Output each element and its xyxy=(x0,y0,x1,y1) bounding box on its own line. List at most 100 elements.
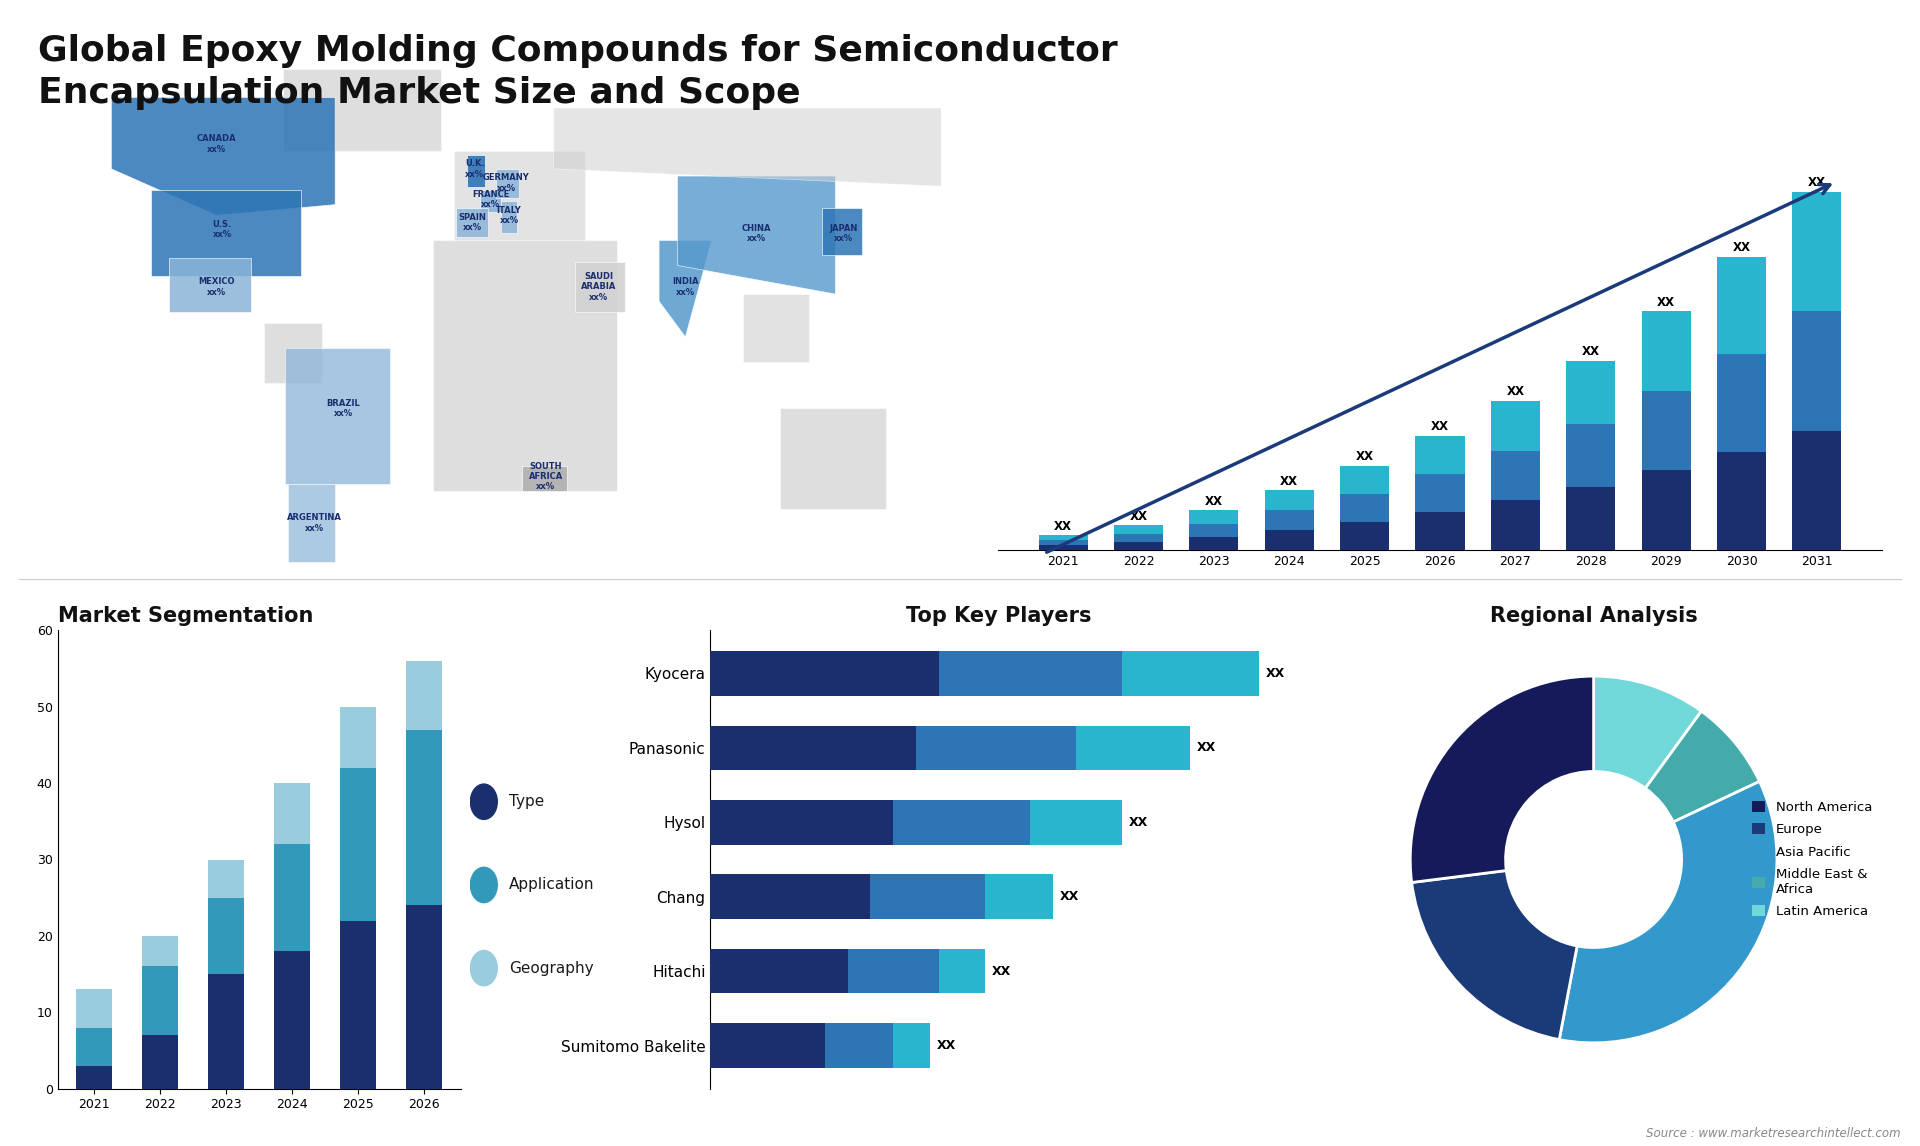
Bar xyxy=(340,920,376,1089)
Text: XX: XX xyxy=(1809,176,1826,189)
Text: XX: XX xyxy=(1206,495,1223,508)
Bar xyxy=(1642,391,1692,471)
Bar xyxy=(870,874,985,919)
Polygon shape xyxy=(432,241,616,490)
Text: BRAZIL
xx%: BRAZIL xx% xyxy=(326,399,359,418)
Polygon shape xyxy=(169,258,252,312)
Bar xyxy=(77,1028,111,1066)
Text: XX: XX xyxy=(1657,296,1674,308)
Bar xyxy=(710,725,916,770)
Bar xyxy=(893,800,1031,845)
Wedge shape xyxy=(1594,676,1701,788)
Bar xyxy=(1567,487,1615,550)
Text: INDIA
xx%: INDIA xx% xyxy=(672,277,699,297)
Wedge shape xyxy=(1559,782,1776,1043)
Bar xyxy=(1265,490,1313,510)
Polygon shape xyxy=(822,209,862,254)
Polygon shape xyxy=(286,347,390,484)
Text: MEXICO
xx%: MEXICO xx% xyxy=(198,277,234,297)
Text: XX: XX xyxy=(1507,385,1524,398)
Text: Market Segmentation: Market Segmentation xyxy=(58,606,313,626)
Bar xyxy=(1188,510,1238,524)
Text: XX: XX xyxy=(937,1039,956,1052)
Text: ITALY
xx%: ITALY xx% xyxy=(497,205,522,225)
Text: XX: XX xyxy=(1129,510,1148,523)
Polygon shape xyxy=(522,465,566,490)
Bar xyxy=(1265,531,1313,550)
Bar xyxy=(893,1023,929,1068)
Bar xyxy=(939,651,1121,696)
Text: XX: XX xyxy=(1281,474,1298,488)
Bar xyxy=(340,768,376,920)
Circle shape xyxy=(470,784,497,819)
Polygon shape xyxy=(288,484,336,563)
Bar xyxy=(77,1066,111,1089)
Bar xyxy=(407,661,442,730)
Text: XX: XX xyxy=(1356,450,1373,463)
Circle shape xyxy=(1528,793,1659,926)
Text: U.K.
xx%: U.K. xx% xyxy=(465,159,484,179)
Bar xyxy=(77,989,111,1028)
Bar xyxy=(710,874,870,919)
Bar xyxy=(1114,542,1164,550)
Bar xyxy=(916,725,1075,770)
Title: Regional Analysis: Regional Analysis xyxy=(1490,606,1697,626)
Text: XX: XX xyxy=(1265,667,1284,680)
Text: JAPAN
xx%: JAPAN xx% xyxy=(829,223,858,243)
Text: SPAIN
xx%: SPAIN xx% xyxy=(459,213,486,233)
Bar xyxy=(275,783,311,845)
Polygon shape xyxy=(743,295,808,362)
Bar xyxy=(207,860,244,897)
Bar xyxy=(1415,473,1465,512)
Polygon shape xyxy=(574,262,624,312)
Wedge shape xyxy=(1645,712,1759,822)
Text: XX: XX xyxy=(991,965,1010,978)
Bar xyxy=(1031,800,1121,845)
Text: Global Epoxy Molding Compounds for Semiconductor
Encapsulation Market Size and S: Global Epoxy Molding Compounds for Semic… xyxy=(38,34,1117,110)
Text: Type: Type xyxy=(509,794,543,809)
Text: Source : www.marketresearchintellect.com: Source : www.marketresearchintellect.com xyxy=(1645,1128,1901,1140)
Bar xyxy=(1793,431,1841,550)
Circle shape xyxy=(470,868,497,903)
Polygon shape xyxy=(553,108,954,187)
Polygon shape xyxy=(480,190,501,212)
Bar xyxy=(985,874,1054,919)
Text: GERMANY
xx%: GERMANY xx% xyxy=(484,173,530,193)
Bar xyxy=(1114,525,1164,534)
Bar xyxy=(1492,401,1540,450)
Text: XX: XX xyxy=(1732,241,1751,254)
Text: Geography: Geography xyxy=(509,960,593,975)
Bar xyxy=(207,897,244,974)
Bar xyxy=(1716,453,1766,550)
Text: SAUDI
ARABIA
xx%: SAUDI ARABIA xx% xyxy=(582,272,616,301)
Polygon shape xyxy=(780,408,885,509)
Bar xyxy=(1340,521,1388,550)
Bar xyxy=(1039,535,1087,540)
Wedge shape xyxy=(1411,676,1594,882)
Polygon shape xyxy=(678,176,835,295)
Bar xyxy=(710,651,939,696)
Bar xyxy=(1716,257,1766,354)
Bar xyxy=(340,707,376,768)
Text: XX: XX xyxy=(1430,421,1450,433)
Bar xyxy=(710,949,847,994)
Bar xyxy=(1642,471,1692,550)
Bar xyxy=(1415,435,1465,473)
Bar xyxy=(1340,494,1388,521)
Bar xyxy=(1075,725,1190,770)
Text: XX: XX xyxy=(1582,345,1599,359)
Bar xyxy=(1716,354,1766,453)
Bar xyxy=(1642,312,1692,391)
Polygon shape xyxy=(501,201,516,234)
Bar xyxy=(1121,651,1260,696)
Text: XX: XX xyxy=(1198,741,1217,754)
Bar xyxy=(1188,536,1238,550)
Text: U.S.
xx%: U.S. xx% xyxy=(213,220,232,240)
Bar xyxy=(1188,524,1238,536)
Bar xyxy=(939,949,985,994)
Bar xyxy=(207,974,244,1089)
Text: SOUTH
AFRICA
xx%: SOUTH AFRICA xx% xyxy=(528,462,563,492)
Text: XX: XX xyxy=(1060,890,1079,903)
Bar xyxy=(826,1023,893,1068)
Bar xyxy=(847,949,939,994)
